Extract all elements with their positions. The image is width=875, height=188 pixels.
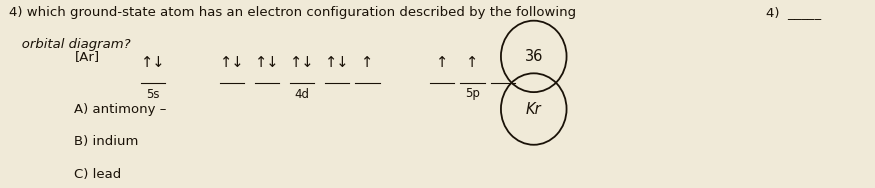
Text: [Ar]: [Ar] [74,50,100,63]
Text: C) lead: C) lead [74,168,122,181]
Text: 5p: 5p [466,87,480,101]
Text: B) indium: B) indium [74,135,139,149]
Text: 4) which ground-state atom has an electron configuration described by the follow: 4) which ground-state atom has an electr… [9,6,576,19]
Text: ↑↓: ↑↓ [290,55,314,70]
Text: Kr: Kr [526,102,542,117]
Text: ↑↓: ↑↓ [255,55,279,70]
Text: A) antimony –: A) antimony – [74,102,167,116]
Text: ↑: ↑ [466,55,479,70]
Text: 5s: 5s [146,87,160,101]
Text: 4)  _____: 4) _____ [766,6,821,19]
Text: ↑↓: ↑↓ [325,55,349,70]
Text: ↑↓: ↑↓ [220,55,244,70]
Text: ↑: ↑ [436,55,448,70]
Text: ↑: ↑ [361,55,374,70]
Text: ↑↓: ↑↓ [141,55,165,70]
Text: 4d: 4d [294,87,310,101]
Text: 36: 36 [525,49,542,64]
Text: orbital diagram?: orbital diagram? [9,38,130,51]
